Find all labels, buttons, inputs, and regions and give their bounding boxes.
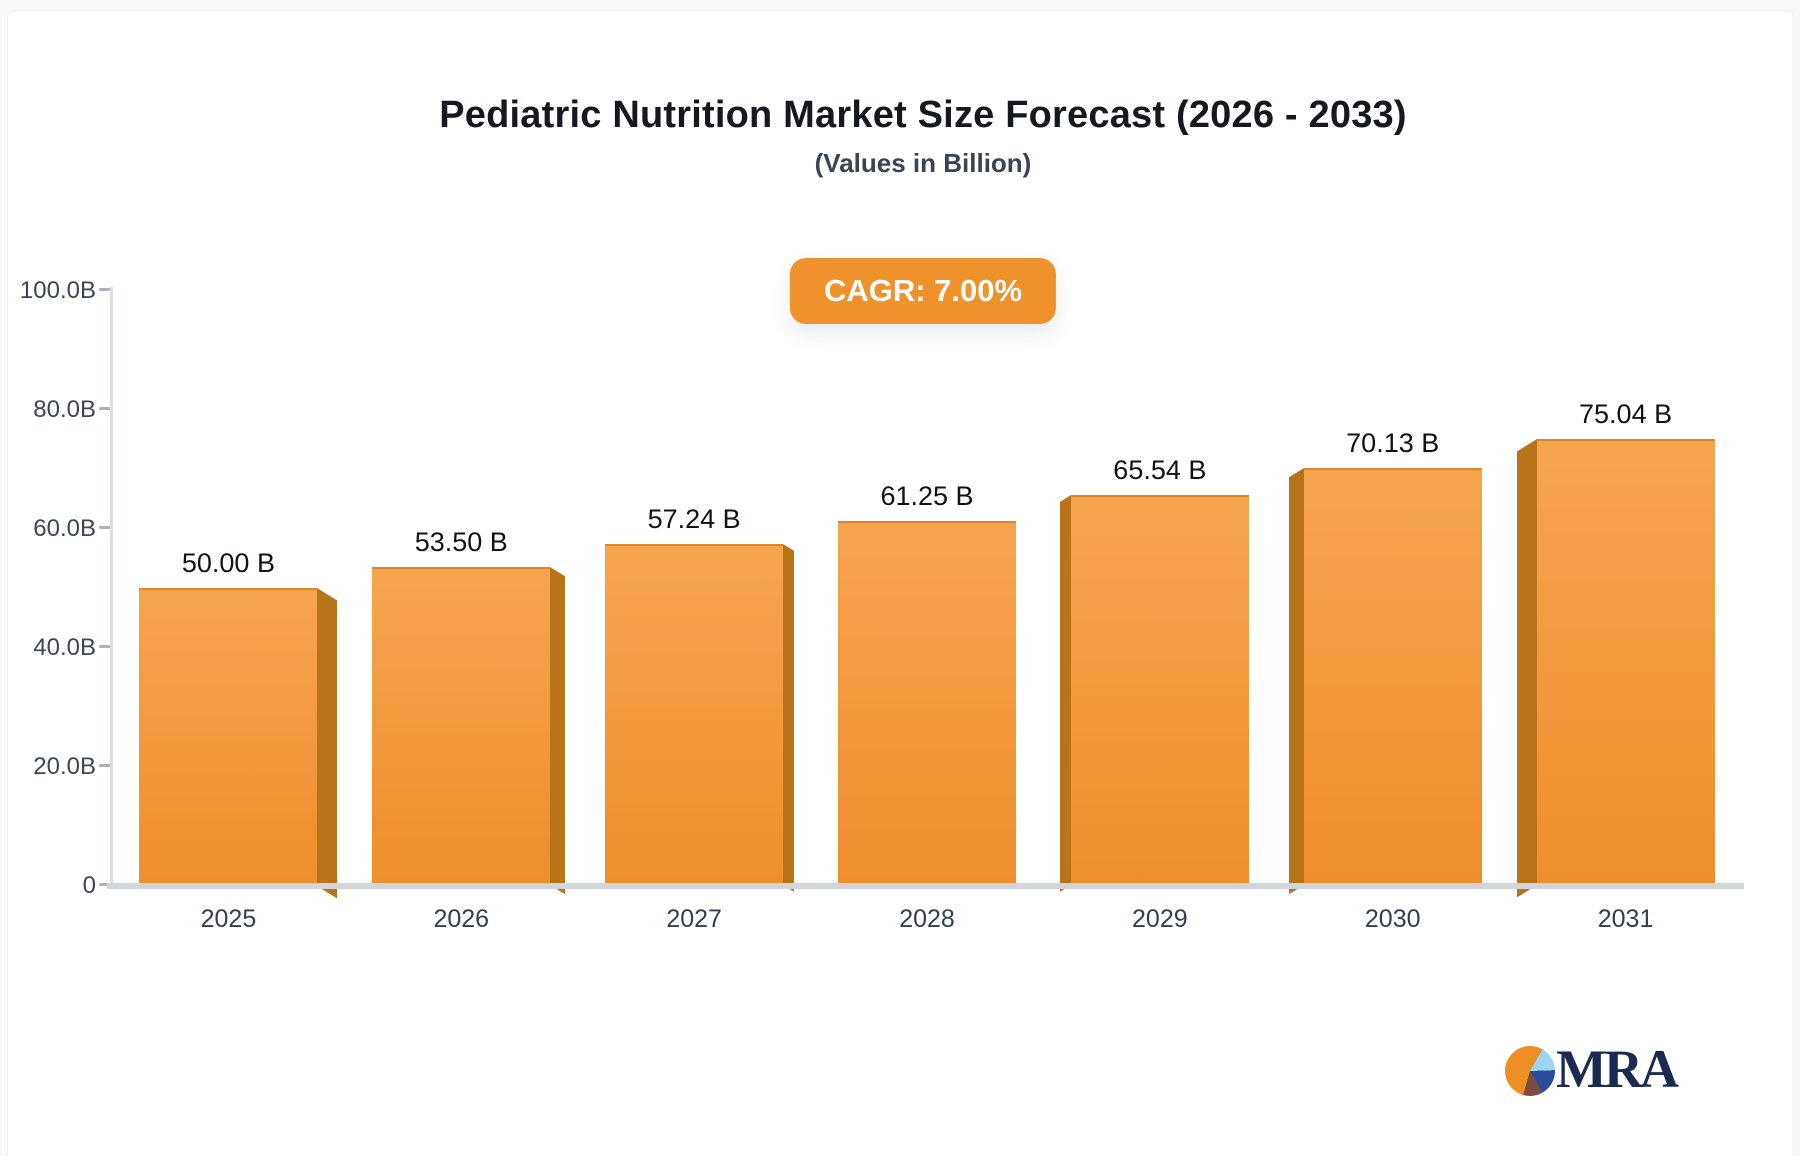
bar-value-label: 57.24 B [647, 504, 741, 535]
bar-value-label: 50.00 B [181, 547, 275, 578]
bar-value-label: 61.25 B [880, 480, 974, 511]
x-tick-label: 2027 [666, 905, 722, 933]
y-tick-label: 80.0B [33, 396, 96, 423]
y-tick-mark [99, 526, 111, 529]
bar-side [783, 544, 795, 892]
x-tick-label: 2031 [1597, 905, 1654, 933]
x-tick-label: 2029 [1132, 905, 1188, 933]
bar-side [317, 587, 338, 898]
y-axis-line [110, 287, 113, 885]
chart-title: Pediatric Nutrition Market Size Forecast… [439, 94, 1407, 136]
y-tick-label: 60.0B [33, 515, 96, 542]
y-tick-mark [99, 764, 111, 767]
x-tick-label: 2030 [1364, 905, 1421, 933]
bar [1070, 495, 1249, 885]
bar-side [1288, 467, 1304, 895]
chart-subtitle: (Values in Billion) [814, 148, 1032, 178]
x-tick-label: 2025 [200, 905, 257, 933]
bar-value-label: 53.50 B [414, 526, 508, 557]
bar [1303, 467, 1482, 885]
bar [838, 520, 1016, 885]
bar-side [1059, 495, 1071, 892]
bar [139, 587, 318, 885]
y-tick-label: 40.0B [33, 634, 96, 661]
brand-logo-text: MRA [1556, 1039, 1679, 1099]
x-axis-line [107, 883, 1744, 889]
y-tick-mark [99, 883, 111, 886]
bar-side [550, 566, 566, 895]
y-tick-mark [99, 645, 111, 648]
brand-logo: MRA [1505, 1039, 1679, 1099]
bar-value-label: 70.13 B [1346, 427, 1440, 458]
bar-value-label: 75.04 B [1579, 398, 1673, 429]
x-tick-label: 2028 [899, 905, 955, 933]
bar-value-label: 65.54 B [1113, 455, 1207, 486]
y-tick-label: 0 [82, 872, 96, 899]
bar [372, 566, 551, 885]
bar-side [1516, 438, 1537, 898]
pie-chart-icon [1505, 1046, 1555, 1096]
bar [1536, 438, 1715, 885]
cagr-badge: CAGR: 7.00% [789, 258, 1057, 324]
x-tick-label: 2026 [433, 905, 490, 933]
y-tick-label: 100.0B [19, 277, 96, 304]
bar [605, 544, 784, 885]
y-tick-mark [99, 407, 111, 410]
y-tick-label: 20.0B [33, 753, 96, 780]
y-tick-mark [99, 288, 111, 291]
